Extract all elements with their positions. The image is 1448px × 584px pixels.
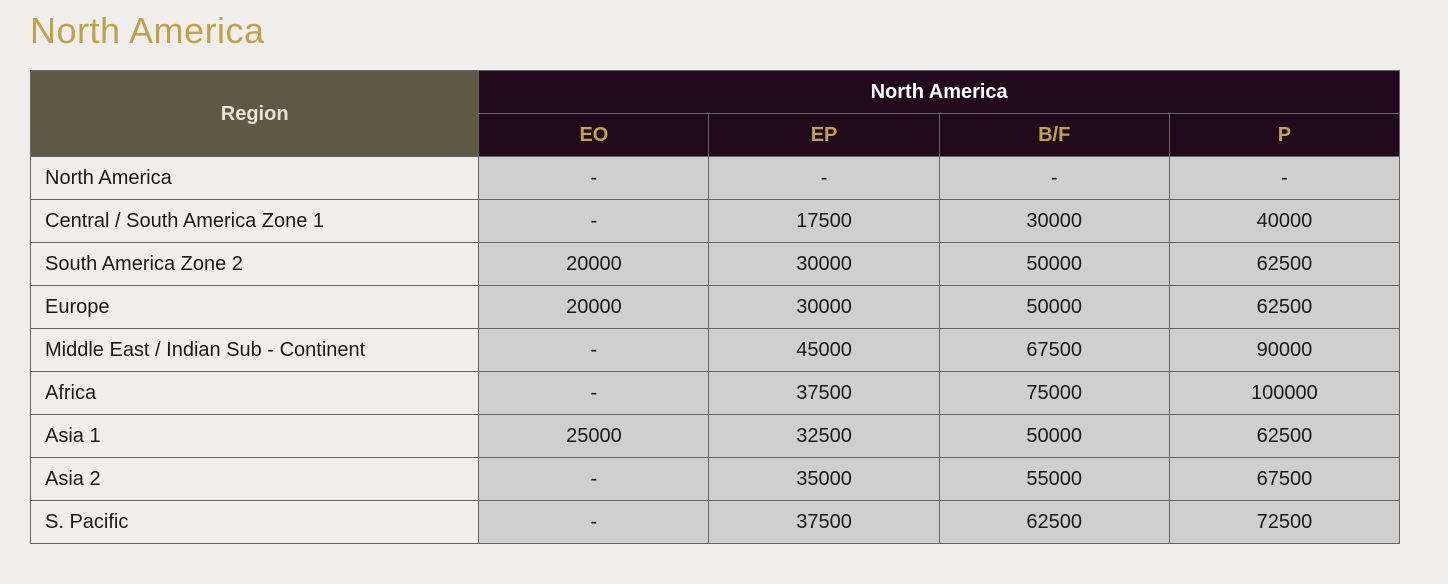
data-cell: 62500: [1169, 415, 1399, 458]
table-row: Asia 125000325005000062500: [31, 415, 1400, 458]
data-cell: 20000: [479, 243, 709, 286]
data-cell: 30000: [939, 200, 1169, 243]
data-cell: 62500: [1169, 243, 1399, 286]
row-label: South America Zone 2: [31, 243, 479, 286]
row-label: S. Pacific: [31, 501, 479, 544]
data-cell: -: [479, 501, 709, 544]
region-column-header: Region: [31, 71, 479, 157]
data-cell: 55000: [939, 458, 1169, 501]
row-label: Asia 2: [31, 458, 479, 501]
row-label: Central / South America Zone 1: [31, 200, 479, 243]
data-cell: 17500: [709, 200, 939, 243]
row-label: Europe: [31, 286, 479, 329]
data-cell: -: [709, 157, 939, 200]
table-row: South America Zone 220000300005000062500: [31, 243, 1400, 286]
table-row: Africa-3750075000100000: [31, 372, 1400, 415]
data-cell: -: [479, 458, 709, 501]
sub-header-p: P: [1169, 114, 1399, 157]
row-label: North America: [31, 157, 479, 200]
table-row: Central / South America Zone 1-175003000…: [31, 200, 1400, 243]
data-cell: 50000: [939, 286, 1169, 329]
table-row: S. Pacific-375006250072500: [31, 501, 1400, 544]
data-cell: 25000: [479, 415, 709, 458]
sub-header-eo: EO: [479, 114, 709, 157]
data-cell: 50000: [939, 243, 1169, 286]
destination-group-header: North America: [479, 71, 1400, 114]
table-body: North America----Central / South America…: [31, 157, 1400, 544]
data-cell: 62500: [1169, 286, 1399, 329]
data-cell: 90000: [1169, 329, 1399, 372]
data-cell: 20000: [479, 286, 709, 329]
sub-header-ep: EP: [709, 114, 939, 157]
data-cell: 35000: [709, 458, 939, 501]
data-cell: -: [1169, 157, 1399, 200]
row-label: Middle East / Indian Sub - Continent: [31, 329, 479, 372]
row-label: Asia 1: [31, 415, 479, 458]
page-container: North America Region North America EO EP…: [0, 0, 1448, 584]
data-cell: 32500: [709, 415, 939, 458]
data-cell: -: [939, 157, 1169, 200]
table-row: North America----: [31, 157, 1400, 200]
page-title: North America: [30, 10, 1418, 52]
table-row: Europe20000300005000062500: [31, 286, 1400, 329]
data-cell: 50000: [939, 415, 1169, 458]
data-cell: -: [479, 329, 709, 372]
data-cell: 67500: [1169, 458, 1399, 501]
data-cell: 62500: [939, 501, 1169, 544]
row-label: Africa: [31, 372, 479, 415]
data-cell: -: [479, 200, 709, 243]
data-cell: -: [479, 372, 709, 415]
data-cell: -: [479, 157, 709, 200]
table-header: Region North America EO EP B/F P: [31, 71, 1400, 157]
table-row: Asia 2-350005500067500: [31, 458, 1400, 501]
data-cell: 67500: [939, 329, 1169, 372]
data-cell: 72500: [1169, 501, 1399, 544]
table-row: Middle East / Indian Sub - Continent-450…: [31, 329, 1400, 372]
data-cell: 75000: [939, 372, 1169, 415]
data-cell: 37500: [709, 372, 939, 415]
data-cell: 40000: [1169, 200, 1399, 243]
award-table: Region North America EO EP B/F P North A…: [30, 70, 1400, 544]
data-cell: 30000: [709, 243, 939, 286]
data-cell: 45000: [709, 329, 939, 372]
data-cell: 37500: [709, 501, 939, 544]
data-cell: 30000: [709, 286, 939, 329]
data-cell: 100000: [1169, 372, 1399, 415]
sub-header-bf: B/F: [939, 114, 1169, 157]
table-header-row-1: Region North America: [31, 71, 1400, 114]
